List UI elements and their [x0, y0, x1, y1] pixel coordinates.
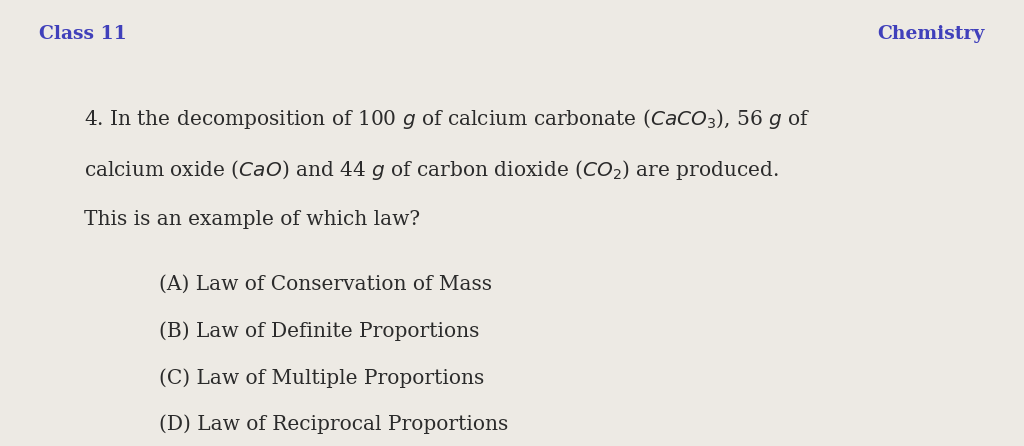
Text: (D) Law of Reciprocal Proportions: (D) Law of Reciprocal Proportions	[159, 415, 508, 434]
Text: (B) Law of Definite Proportions: (B) Law of Definite Proportions	[159, 321, 479, 341]
Text: Class 11: Class 11	[39, 25, 127, 42]
Text: Chemistry: Chemistry	[878, 25, 985, 42]
Text: calcium oxide ($CaO$) and 44 $g$ of carbon dioxide ($CO_2$) are produced.: calcium oxide ($CaO$) and 44 $g$ of carb…	[84, 158, 778, 182]
Text: (C) Law of Multiple Proportions: (C) Law of Multiple Proportions	[159, 368, 484, 388]
Text: This is an example of which law?: This is an example of which law?	[84, 210, 420, 229]
Text: (A) Law of Conservation of Mass: (A) Law of Conservation of Mass	[159, 274, 492, 293]
Text: 4. In the decomposition of 100 $g$ of calcium carbonate ($CaCO_3$), 56 $g$ of: 4. In the decomposition of 100 $g$ of ca…	[84, 107, 811, 131]
